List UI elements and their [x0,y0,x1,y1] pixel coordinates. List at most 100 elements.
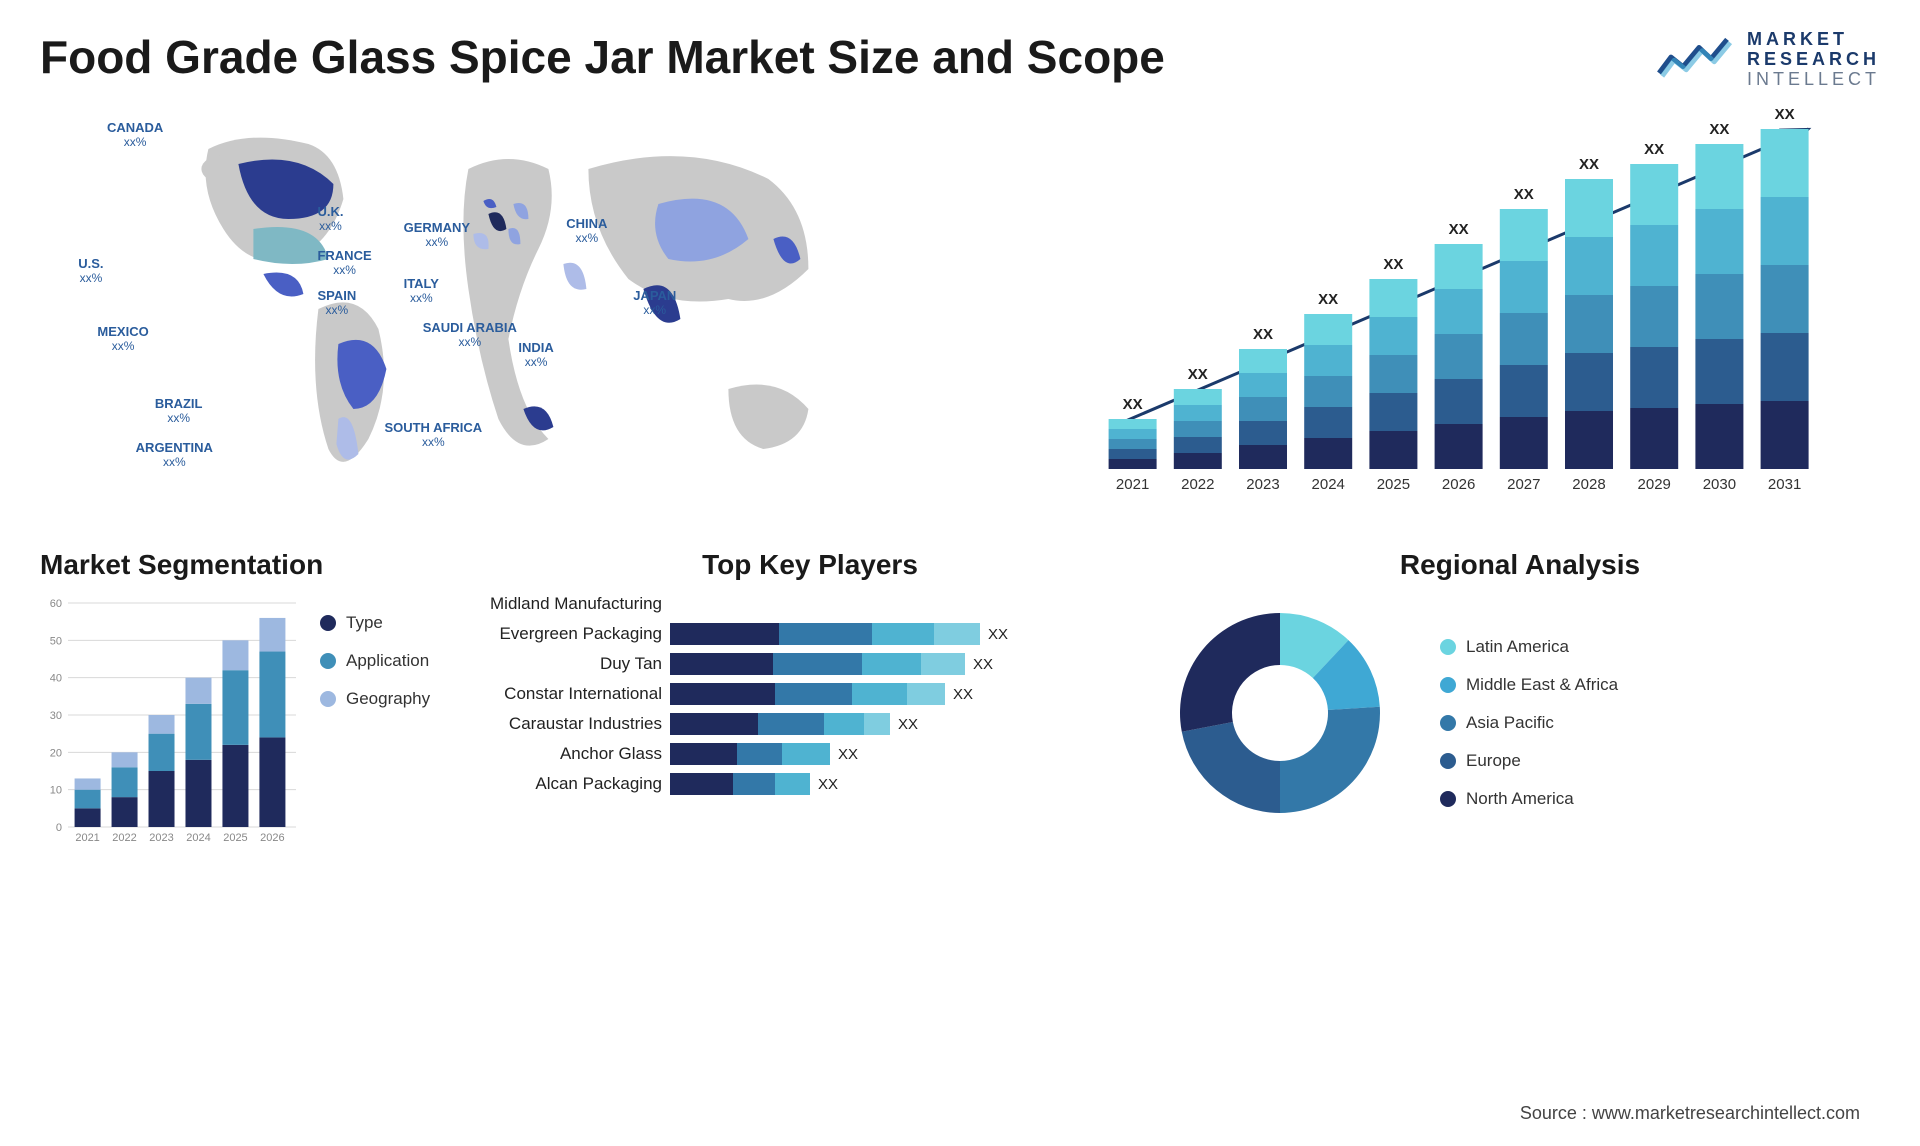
player-value: XX [988,626,1008,643]
player-bar [670,743,830,765]
svg-text:2023: 2023 [149,832,173,844]
player-value: XX [838,746,858,763]
map-label: ITALYxx% [404,277,439,304]
svg-text:40: 40 [50,673,62,685]
svg-text:XX: XX [1709,121,1729,138]
legend-item: Asia Pacific [1440,713,1618,733]
player-value: XX [818,776,838,793]
player-name: Caraustar Industries [490,714,670,734]
map-label: MEXICOxx% [97,325,148,352]
svg-text:XX: XX [1579,156,1599,173]
svg-text:2027: 2027 [1507,476,1540,493]
player-row: Anchor Glass XX [490,743,1130,765]
player-row: Alcan Packaging XX [490,773,1130,795]
map-label: BRAZILxx% [155,397,203,424]
svg-text:2028: 2028 [1572,476,1605,493]
segmentation-legend: Type Application Geography [320,593,430,709]
svg-text:XX: XX [1448,221,1468,238]
map-label: SOUTH AFRICAxx% [384,421,482,448]
map-label: GERMANYxx% [404,221,470,248]
world-map: CANADAxx% U.S.xx% MEXICOxx% BRAZILxx% ARGENT… [40,109,997,509]
player-name: Midland Manufacturing [490,594,670,614]
regional-legend: Latin America Middle East & Africa Asia Pa… [1440,617,1618,809]
svg-text:XX: XX [1318,291,1338,308]
map-label: FRANCExx% [317,249,371,276]
map-label: SPAINxx% [317,289,356,316]
svg-text:2026: 2026 [260,832,284,844]
svg-text:2025: 2025 [223,832,247,844]
svg-text:2025: 2025 [1377,476,1410,493]
map-label: U.K.xx% [317,205,343,232]
player-row: Caraustar Industries XX [490,713,1130,735]
legend-item: Middle East & Africa [1440,675,1618,695]
svg-text:2022: 2022 [112,832,136,844]
map-label: CANADAxx% [107,121,163,148]
svg-text:60: 60 [50,598,62,610]
players-chart: Midland Manufacturing Evergreen Packaging… [490,593,1130,795]
logo-text-2: RESEARCH [1747,50,1880,70]
player-bar [670,623,980,645]
svg-text:2030: 2030 [1703,476,1736,493]
player-bar [670,773,810,795]
players-title: Top Key Players [490,549,1130,581]
svg-text:2022: 2022 [1181,476,1214,493]
svg-text:2023: 2023 [1246,476,1279,493]
legend-item: Type [320,613,430,633]
svg-text:50: 50 [50,636,62,648]
page-title: Food Grade Glass Spice Jar Market Size a… [40,30,1165,84]
player-name: Duy Tan [490,654,670,674]
source-text: Source : www.marketresearchintellect.com [1520,1103,1860,1124]
logo-mark-icon [1655,32,1735,87]
legend-item: Latin America [1440,637,1618,657]
segmentation-chart: 0102030405060202120222023202420252026 [40,593,300,853]
legend-item: Application [320,651,430,671]
logo-text-3: INTELLECT [1747,70,1880,90]
regional-donut [1160,593,1400,833]
map-label: INDIAxx% [518,341,553,368]
svg-text:2031: 2031 [1768,476,1801,493]
svg-text:2021: 2021 [75,832,99,844]
player-value: XX [953,686,973,703]
legend-item: Geography [320,689,430,709]
player-row: Duy Tan XX [490,653,1130,675]
map-label: ARGENTINAxx% [136,441,213,468]
player-name: Anchor Glass [490,744,670,764]
segmentation-title: Market Segmentation [40,549,460,581]
svg-text:0: 0 [56,822,62,834]
svg-text:XX: XX [1514,186,1534,203]
logo-text-1: MARKET [1747,30,1880,50]
svg-text:2026: 2026 [1442,476,1475,493]
svg-text:XX: XX [1383,256,1403,273]
map-label: JAPANxx% [633,289,676,316]
svg-text:XX: XX [1122,396,1142,413]
regional-title: Regional Analysis [1160,549,1880,581]
player-name: Evergreen Packaging [490,624,670,644]
svg-text:XX: XX [1774,109,1794,123]
player-bar [670,683,945,705]
svg-text:XX: XX [1644,141,1664,158]
map-label: SAUDI ARABIAxx% [423,321,517,348]
map-label: CHINAxx% [566,217,607,244]
legend-item: Europe [1440,751,1618,771]
player-name: Constar International [490,684,670,704]
player-bar [670,653,965,675]
player-value: XX [898,716,918,733]
svg-text:2021: 2021 [1116,476,1149,493]
player-bar [670,713,890,735]
svg-text:30: 30 [50,710,62,722]
map-label: U.S.xx% [78,257,103,284]
svg-text:2024: 2024 [1311,476,1344,493]
svg-text:20: 20 [50,748,62,760]
player-row: Constar International XX [490,683,1130,705]
svg-text:XX: XX [1188,366,1208,383]
player-name: Alcan Packaging [490,774,670,794]
growth-chart: 2021 XX 2022 XX 2023 XX 2024 XX 2025 XX 2026 XX 2027… [1037,109,1880,509]
player-row: Evergreen Packaging XX [490,623,1130,645]
svg-text:XX: XX [1253,326,1273,343]
legend-item: North America [1440,789,1618,809]
svg-text:10: 10 [50,785,62,797]
svg-text:2029: 2029 [1637,476,1670,493]
player-value: XX [973,656,993,673]
brand-logo: MARKET RESEARCH INTELLECT [1655,30,1880,89]
player-row: Midland Manufacturing [490,593,1130,615]
